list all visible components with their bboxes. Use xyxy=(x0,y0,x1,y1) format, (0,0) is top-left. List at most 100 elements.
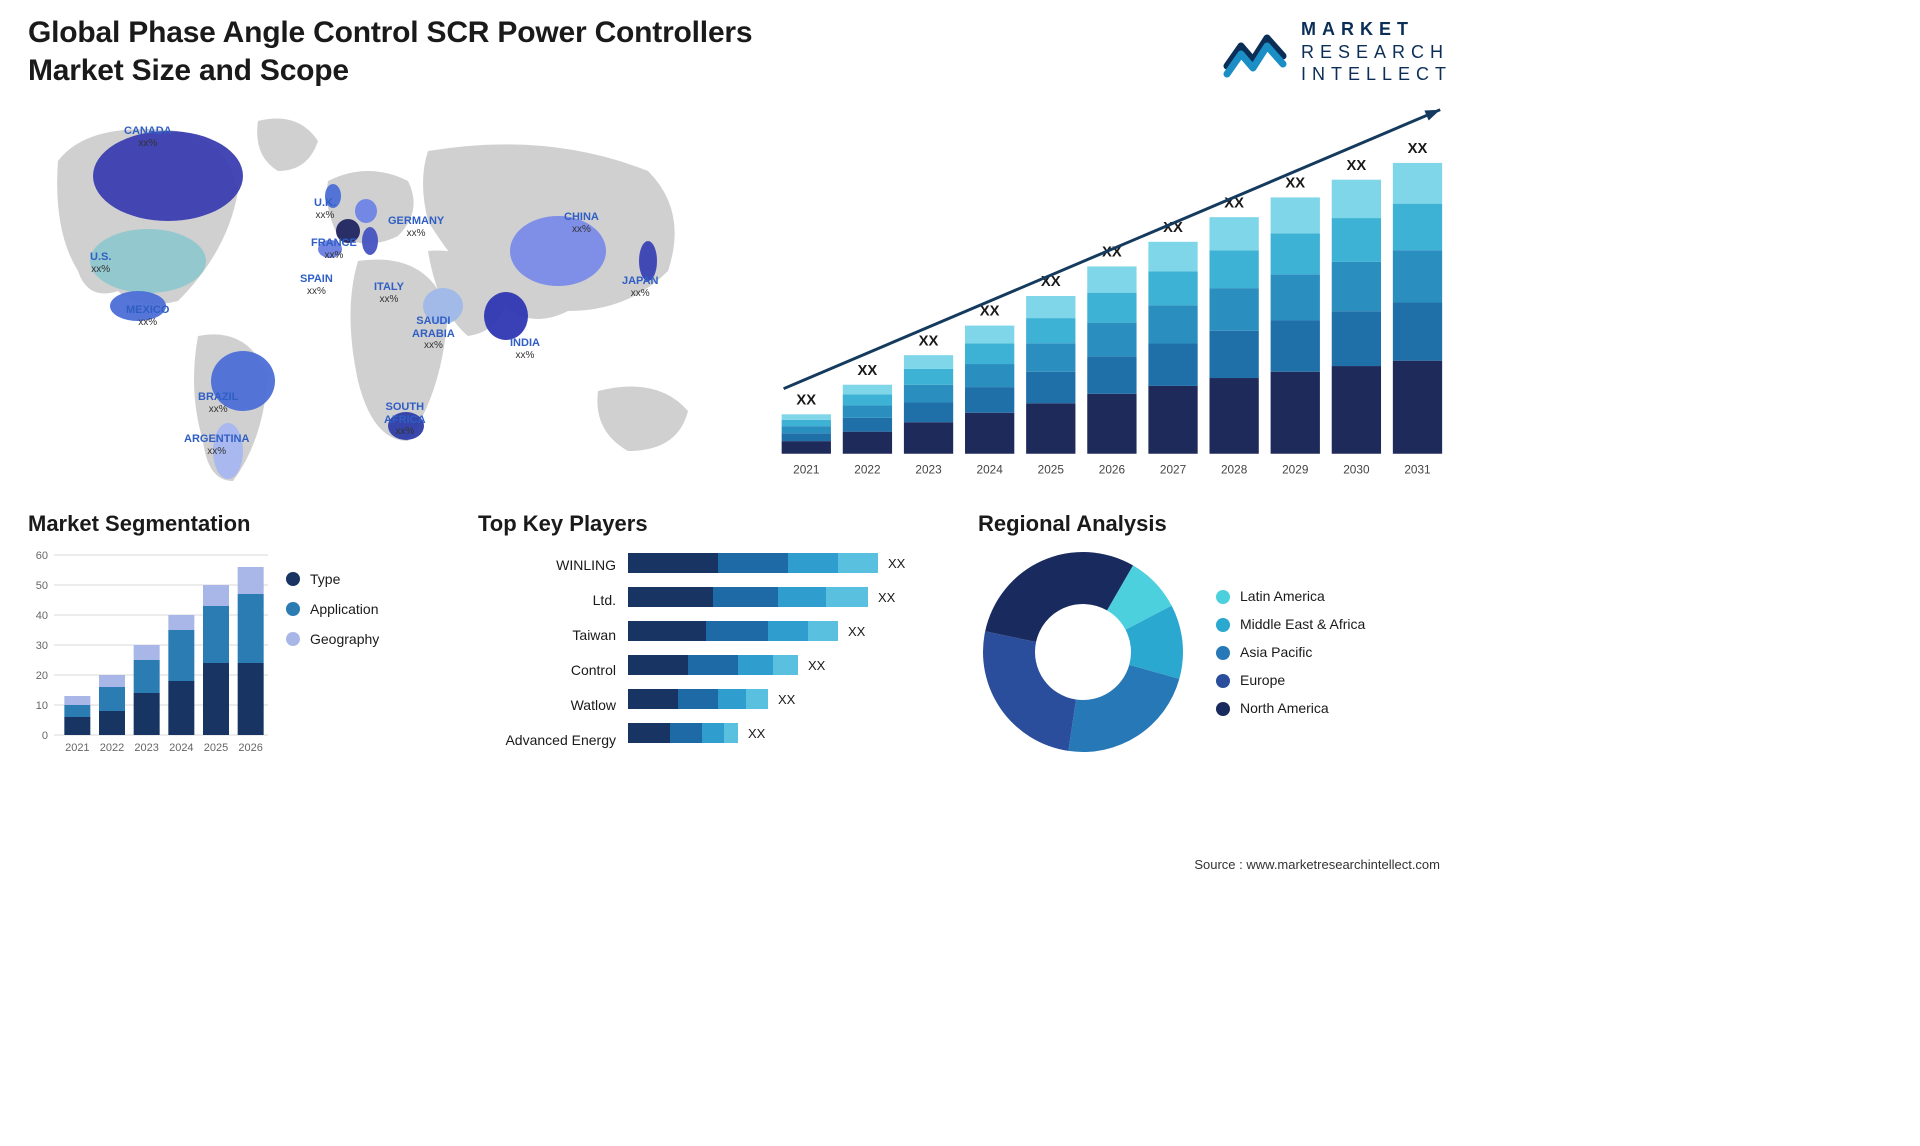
player-value: XX xyxy=(748,726,765,741)
player-bar-segment xyxy=(773,655,798,675)
svg-text:2022: 2022 xyxy=(854,462,880,476)
player-bar-row: XX xyxy=(628,621,865,641)
top-row: CANADAxx% U.S.xx% MEXICOxx% BRAZILxx% ARGENT… xyxy=(28,101,1452,493)
segmentation-chart-svg: 0102030405060202120222023202420252026 xyxy=(28,547,268,757)
segmentation-legend: Type Application Geography xyxy=(286,547,379,757)
svg-text:30: 30 xyxy=(36,640,48,652)
map-label: CHINAxx% xyxy=(564,211,599,235)
svg-text:2029: 2029 xyxy=(1282,462,1309,476)
segmentation-body: 0102030405060202120222023202420252026 Ty… xyxy=(28,547,448,757)
map-label: U.S.xx% xyxy=(90,251,111,275)
header: Global Phase Angle Control SCR Power Con… xyxy=(28,14,1452,89)
player-bar-segment xyxy=(738,655,773,675)
growth-chart: XX2021XX2022XX2023XX2024XX2025XX2026XX20… xyxy=(758,101,1452,493)
legend-label: Europe xyxy=(1240,672,1285,688)
player-bar-row: XX xyxy=(628,553,905,573)
svg-text:XX: XX xyxy=(1408,141,1428,157)
svg-text:2030: 2030 xyxy=(1343,462,1370,476)
svg-text:XX: XX xyxy=(980,304,1000,320)
map-label: INDIAxx% xyxy=(510,337,540,361)
logo-line3: INTELLECT xyxy=(1301,63,1452,86)
legend-item: Middle East & Africa xyxy=(1216,616,1365,632)
map-label: CANADAxx% xyxy=(124,125,172,149)
player-label: Advanced Energy xyxy=(505,732,616,748)
logo-mark-icon xyxy=(1223,22,1287,82)
map-label: MEXICOxx% xyxy=(126,304,169,328)
svg-text:2023: 2023 xyxy=(134,742,158,754)
player-bar-segment xyxy=(628,689,678,709)
svg-text:XX: XX xyxy=(919,333,939,349)
bottom-row: Market Segmentation 01020304050602021202… xyxy=(28,511,1452,791)
svg-text:10: 10 xyxy=(36,700,48,712)
logo-line2: RESEARCH xyxy=(1301,41,1452,64)
legend-item: North America xyxy=(1216,700,1365,716)
player-value: XX xyxy=(778,692,795,707)
player-bar-segment xyxy=(628,723,670,743)
map-label: ARGENTINAxx% xyxy=(184,433,249,457)
player-bar-segment xyxy=(678,689,718,709)
map-label: SOUTHAFRICAxx% xyxy=(384,401,426,438)
players-body: WINLINGLtd.TaiwanControlWatlowAdvanced E… xyxy=(478,547,948,757)
map-label: GERMANYxx% xyxy=(388,215,444,239)
legend-swatch xyxy=(286,572,300,586)
svg-text:XX: XX xyxy=(1347,158,1367,174)
source-citation: Source : www.marketresearchintellect.com xyxy=(1194,857,1440,872)
growth-chart-svg: XX2021XX2022XX2023XX2024XX2025XX2026XX20… xyxy=(758,101,1452,493)
svg-text:2031: 2031 xyxy=(1404,462,1430,476)
legend-item: Europe xyxy=(1216,672,1365,688)
svg-text:2021: 2021 xyxy=(65,742,89,754)
segmentation-chart: 0102030405060202120222023202420252026 xyxy=(28,547,268,757)
svg-text:2028: 2028 xyxy=(1221,462,1248,476)
legend-swatch xyxy=(1216,674,1230,688)
map-label: FRANCExx% xyxy=(311,237,357,261)
players-title: Top Key Players xyxy=(478,511,948,537)
player-value: XX xyxy=(878,590,895,605)
map-label: BRAZILxx% xyxy=(198,391,238,415)
player-bar-segment xyxy=(768,621,808,641)
player-bar-segment xyxy=(724,723,738,743)
player-bar-segment xyxy=(628,587,713,607)
legend-item: Asia Pacific xyxy=(1216,644,1365,660)
players-bars: XX XX XX XX XX XX xyxy=(628,547,948,757)
svg-text:XX: XX xyxy=(858,363,878,379)
svg-text:20: 20 xyxy=(36,670,48,682)
player-bar-segment xyxy=(628,553,718,573)
player-bar-segment xyxy=(746,689,768,709)
svg-text:2027: 2027 xyxy=(1160,462,1186,476)
brand-logo: MARKET RESEARCH INTELLECT xyxy=(1223,18,1452,86)
regional-donut-svg xyxy=(978,547,1188,757)
logo-text: MARKET RESEARCH INTELLECT xyxy=(1301,18,1452,86)
legend-item: Type xyxy=(286,571,379,587)
svg-text:2021: 2021 xyxy=(793,462,819,476)
player-bar-row: XX xyxy=(628,723,765,743)
player-label: Watlow xyxy=(571,697,616,713)
segmentation-title: Market Segmentation xyxy=(28,511,448,537)
svg-text:2026: 2026 xyxy=(238,742,262,754)
player-bar-segment xyxy=(628,621,706,641)
legend-item: Geography xyxy=(286,631,379,647)
player-bar-segment xyxy=(706,621,768,641)
world-map: CANADAxx% U.S.xx% MEXICOxx% BRAZILxx% ARGENT… xyxy=(28,101,718,493)
svg-text:2025: 2025 xyxy=(204,742,228,754)
player-value: XX xyxy=(808,658,825,673)
legend-swatch xyxy=(1216,702,1230,716)
svg-text:XX: XX xyxy=(1285,176,1305,192)
regional-panel: Regional Analysis Latin AmericaMiddle Ea… xyxy=(978,511,1452,791)
svg-text:2024: 2024 xyxy=(977,462,1004,476)
player-value: XX xyxy=(848,624,865,639)
legend-swatch xyxy=(1216,590,1230,604)
svg-text:2026: 2026 xyxy=(1099,462,1126,476)
player-label: Taiwan xyxy=(572,627,616,643)
player-bar-row: XX xyxy=(628,587,895,607)
player-bar-segment xyxy=(702,723,724,743)
map-label: ITALYxx% xyxy=(374,281,404,305)
page-title: Global Phase Angle Control SCR Power Con… xyxy=(28,14,848,89)
player-label: Ltd. xyxy=(593,592,616,608)
player-bar-segment xyxy=(808,621,838,641)
svg-text:2023: 2023 xyxy=(915,462,942,476)
player-value: XX xyxy=(888,556,905,571)
legend-item: Application xyxy=(286,601,379,617)
map-label: JAPANxx% xyxy=(622,275,658,299)
svg-text:2022: 2022 xyxy=(100,742,124,754)
legend-label: Application xyxy=(310,601,379,617)
